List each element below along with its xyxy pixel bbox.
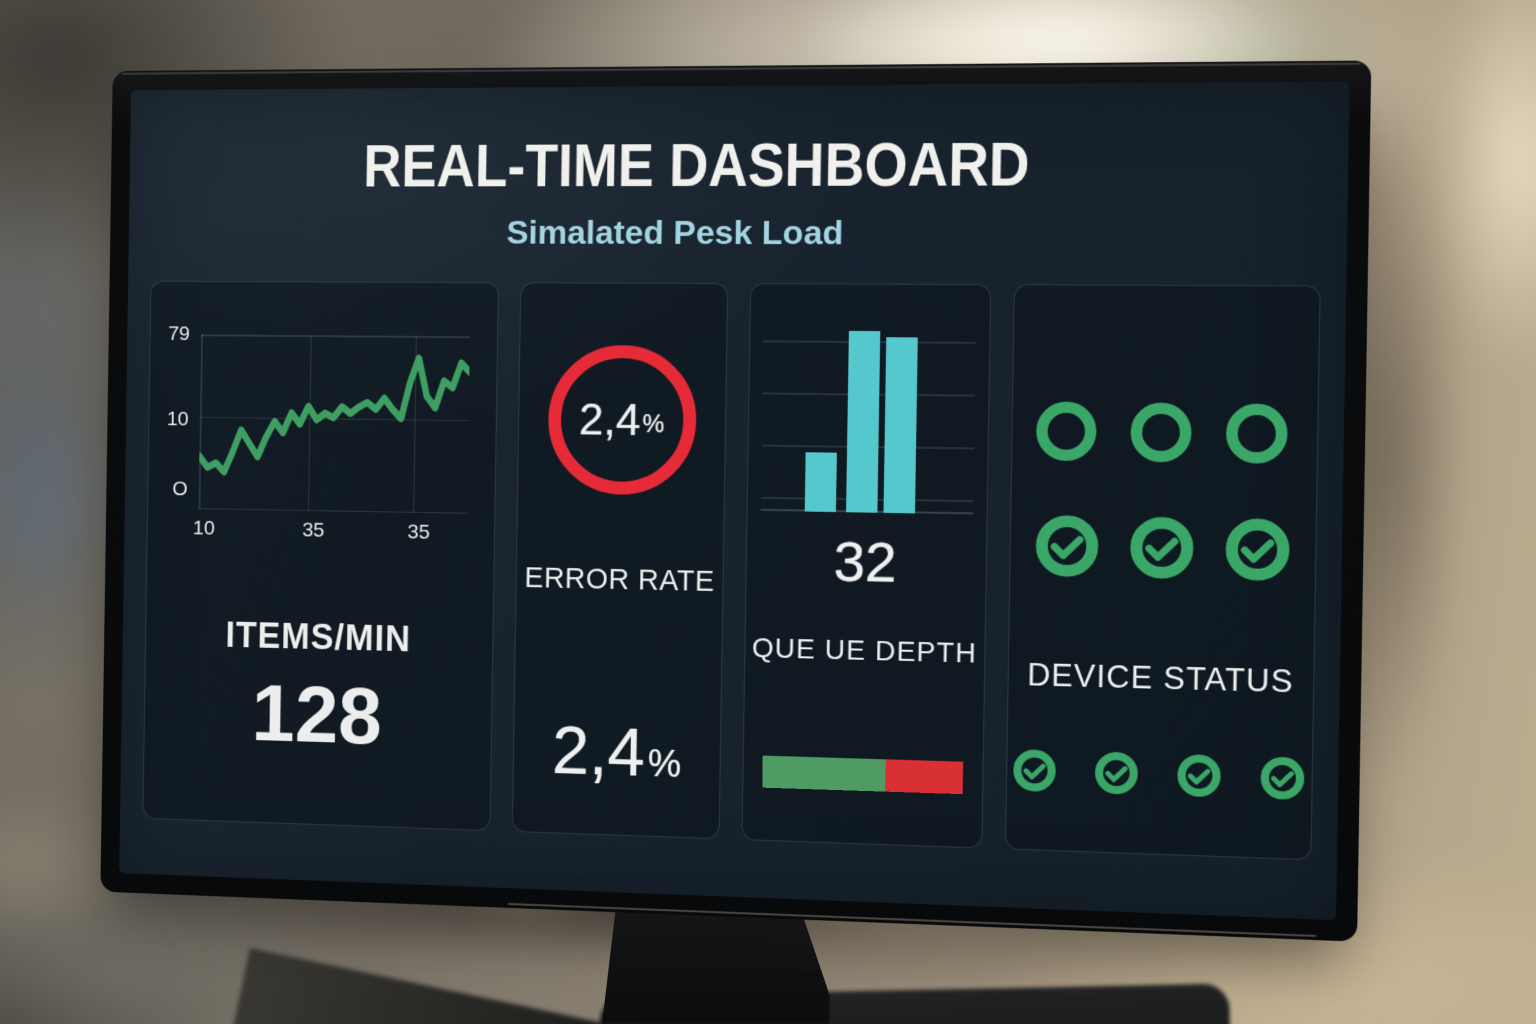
y-tick: 10: [166, 407, 189, 430]
error-rate-ring: 2,4 %: [546, 344, 697, 496]
cards-row: 79 10 O 10 35 35 ITEMS/MIN 128: [142, 280, 1321, 861]
items-per-min-value: 128: [251, 668, 383, 762]
monitor: REAL-TIME DASHBOARD Simalated Pesk Load …: [100, 60, 1372, 942]
queue-depth-value: 32: [833, 529, 898, 594]
status-check-icon: [1128, 515, 1195, 581]
items-per-min-label: ITEMS/MIN: [225, 614, 412, 660]
dashboard-screen: REAL-TIME DASHBOARD Simalated Pesk Load …: [119, 81, 1350, 921]
x-tick: 35: [407, 520, 431, 544]
y-tick: O: [172, 477, 188, 500]
status-ring-icon: [1225, 403, 1288, 464]
error-rate-label: ERROR RATE: [524, 562, 715, 599]
status-check-icon: [1176, 753, 1222, 799]
error-rate-value: 2,4 %: [551, 712, 682, 791]
page-title: REAL-TIME DASHBOARD: [362, 129, 1031, 200]
bar: [804, 451, 837, 513]
card-error-rate: 2,4 % ERROR RATE 2,4 %: [512, 282, 728, 840]
bar: [845, 330, 880, 513]
device-status-grid: [1034, 401, 1293, 582]
queue-depth-label: QUE UE DEPTH: [751, 631, 978, 669]
page-subtitle: Simalated Pesk Load: [506, 213, 844, 253]
status-check-icon: [1034, 513, 1100, 578]
line-chart-svg: [199, 334, 471, 513]
status-check-icon: [1094, 750, 1139, 795]
status-ring-icon: [1130, 402, 1192, 463]
status-ring-icon: [1035, 401, 1097, 462]
status-check-icon: [1260, 755, 1306, 801]
bar-chart-bars: [804, 330, 918, 514]
card-device-status: DEVICE STATUS: [1004, 284, 1321, 861]
queue-progress-bar: [761, 755, 963, 795]
bar: [883, 337, 918, 514]
ring-value: 2,4: [578, 393, 641, 446]
device-status-label: DEVICE STATUS: [1026, 656, 1294, 700]
ring-unit: %: [642, 409, 665, 438]
x-tick: 35: [302, 518, 325, 542]
status-check-icon: [1012, 748, 1057, 793]
bar-chart: [747, 330, 989, 515]
progress-red-segment: [885, 759, 963, 795]
card-items-per-min: 79 10 O 10 35 35 ITEMS/MIN 128: [142, 280, 500, 832]
card-queue-depth: 32 QUE UE DEPTH: [741, 283, 991, 849]
status-check-icon: [1224, 517, 1292, 583]
x-tick: 10: [192, 516, 216, 540]
line-chart: 79 10 O: [167, 322, 471, 514]
y-tick: 79: [167, 322, 191, 345]
device-status-small-row: [1012, 748, 1306, 801]
progress-green-segment: [761, 755, 887, 792]
